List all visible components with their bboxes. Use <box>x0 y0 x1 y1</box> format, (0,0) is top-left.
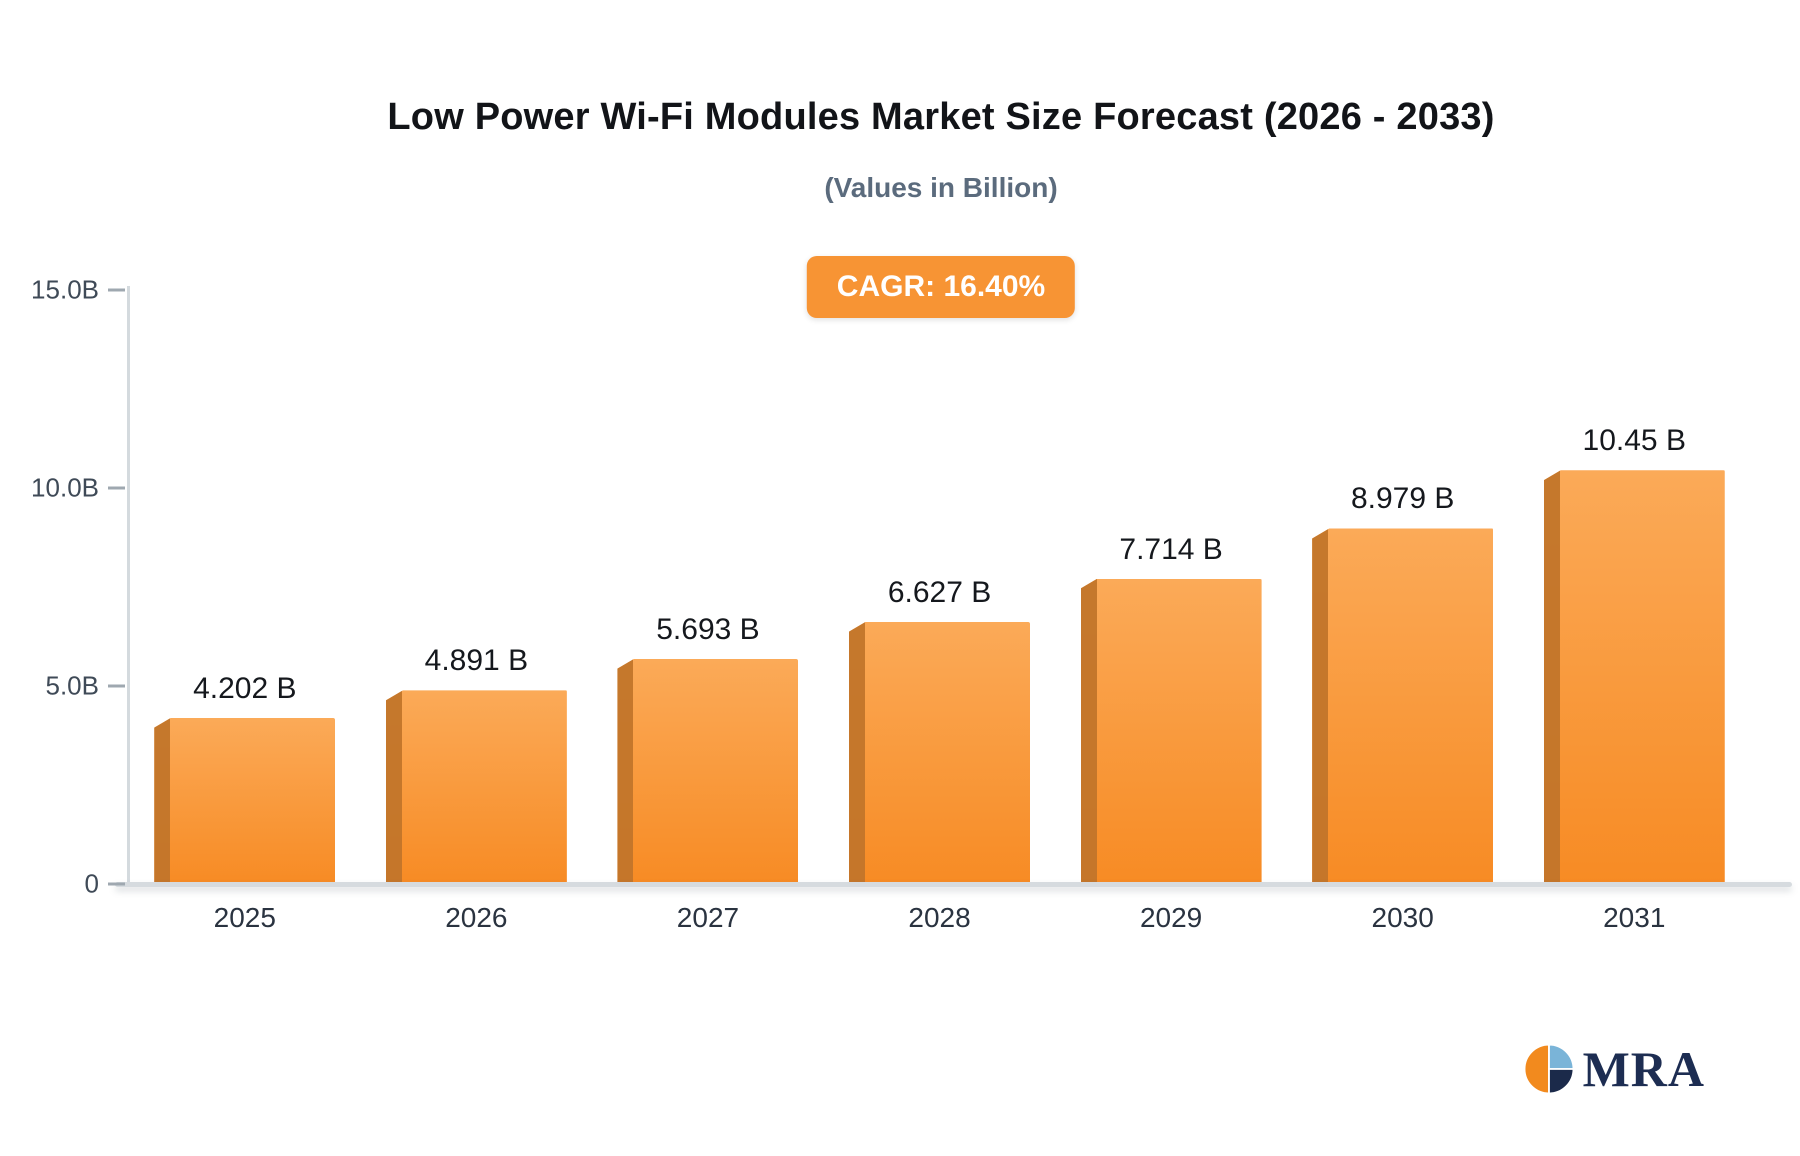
bar-value-label: 10.45 B <box>1582 424 1686 458</box>
bar-slot: 4.891 B <box>361 290 593 884</box>
x-axis-label: 2027 <box>676 902 740 933</box>
bar-2026 <box>385 690 567 884</box>
bar-value-label: 4.891 B <box>424 644 529 678</box>
x-axis-line <box>115 882 1792 887</box>
y-tick-mark <box>108 486 125 490</box>
brand-logo: MRA <box>1520 1040 1705 1098</box>
mra-logo-icon <box>1523 1043 1574 1095</box>
x-axis-label: 2025 <box>213 902 276 933</box>
cagr-badge: CAGR: 16.40% <box>806 256 1076 318</box>
bar-2030 <box>1312 528 1494 884</box>
bars-group: 4.202 B 4.891 B 5.693 B 6.627 B 7.714 B 8.979… <box>129 290 1750 884</box>
x-axis-label: 2031 <box>1603 902 1666 933</box>
chart-subtitle: (Values in Billion) <box>824 172 1058 203</box>
x-axis-label: 2030 <box>1371 902 1434 933</box>
bar-slot: 4.202 B <box>129 290 361 884</box>
bar-side-shade <box>1080 578 1097 884</box>
y-tick-label: 10.0B <box>31 472 99 503</box>
x-axis-labels: 2025 2026 2027 2028 2029 2030 2031 <box>129 902 1750 934</box>
bar-slot: 5.693 B <box>592 290 824 884</box>
y-tick-label: 15.0B <box>31 274 99 305</box>
y-tick-mark <box>108 882 125 886</box>
bar-side-shade <box>1312 528 1329 884</box>
y-axis-line <box>127 286 130 884</box>
y-tick-mark <box>108 684 125 688</box>
bar-side-shade <box>385 690 402 884</box>
bar-2025 <box>154 717 336 884</box>
bar-side-shade <box>1543 470 1560 884</box>
mra-logo-text: MRA <box>1582 1041 1705 1097</box>
bar-slot: 10.45 B <box>1518 290 1750 884</box>
chart-title: Low Power Wi-Fi Modules Market Size Fore… <box>387 96 1495 138</box>
x-axis-label: 2028 <box>908 902 971 933</box>
y-tick-label: 5.0B <box>45 670 100 701</box>
bar-side-shade <box>849 621 866 884</box>
bar-2027 <box>617 658 799 884</box>
bar-value-label: 6.627 B <box>887 575 992 609</box>
bar-2029 <box>1080 578 1262 884</box>
bar-slot: 6.627 B <box>824 290 1056 884</box>
bar-value-label: 5.693 B <box>656 612 760 646</box>
bar-side-shade <box>154 717 171 884</box>
bar-value-label: 8.979 B <box>1350 482 1455 516</box>
bar-slot: 8.979 B <box>1287 290 1519 884</box>
bar-slot: 7.714 B <box>1055 290 1287 884</box>
bar-side-shade <box>617 658 634 884</box>
bar-value-label: 4.202 B <box>193 671 297 705</box>
y-tick-label: 0 <box>84 868 99 899</box>
bar-2031 <box>1543 470 1725 884</box>
x-axis-label: 2026 <box>445 902 508 933</box>
y-tick-mark <box>108 288 125 292</box>
bar-2028 <box>849 621 1031 884</box>
x-axis-label: 2029 <box>1139 902 1203 933</box>
bar-value-label: 7.714 B <box>1119 532 1223 566</box>
plot-area: 4.202 B 4.891 B 5.693 B 6.627 B 7.714 B 8.979… <box>31 275 1792 899</box>
